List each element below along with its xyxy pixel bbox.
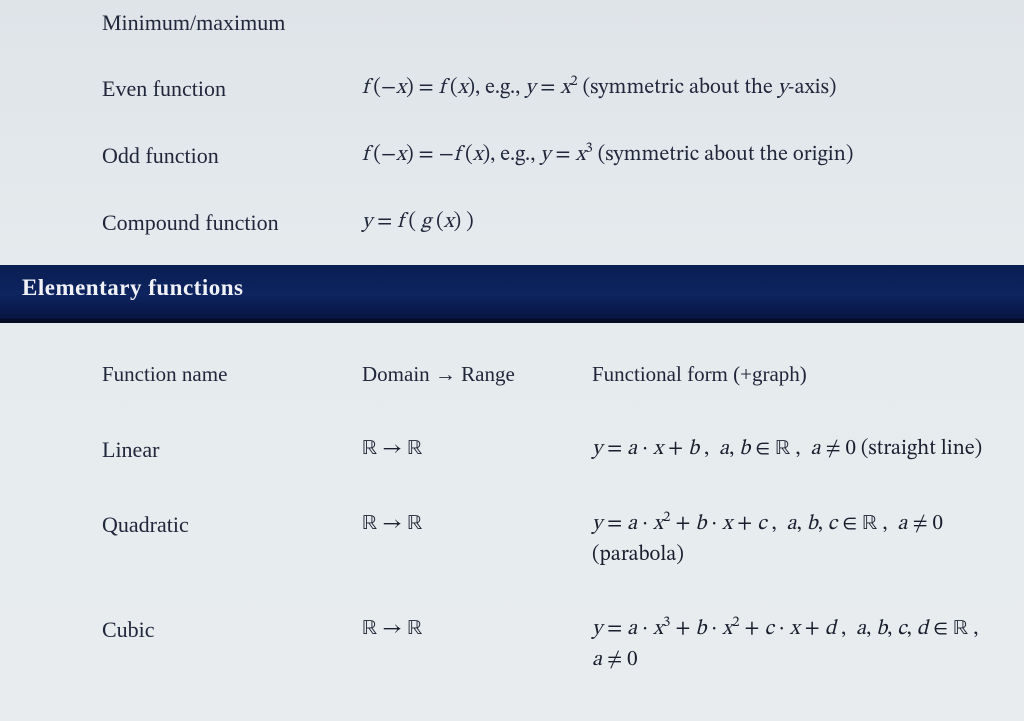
table-row-quadratic: Quadratic ℝ → ℝ y = a · x2 + b · x + c ,…: [102, 502, 994, 571]
quadratic-domain-range: ℝ → ℝ: [362, 502, 592, 540]
linear-form: y = a · x + b , a, b ∈ ℝ , a ≠ 0 (straig…: [592, 427, 994, 465]
quadratic-name: Quadratic: [102, 502, 362, 541]
odd-function-label: Odd function: [102, 133, 362, 172]
odd-function-row: Odd function f (−x) = −f (x), e.g., y = …: [102, 133, 994, 172]
odd-function-formula: f (−x) = −f (x), e.g., y = x3 (symmetric…: [362, 133, 994, 171]
linear-name: Linear: [102, 427, 362, 466]
page: Minimum/maximum Even function f (−x) = f…: [0, 0, 1024, 721]
header-function-name: Function name: [102, 353, 362, 391]
compound-function-label: Compound function: [102, 200, 362, 239]
quadratic-form: y = a · x2 + b · x + c , a, b, c ∈ ℝ , a…: [592, 502, 994, 571]
compound-function-row: Compound function y = f ( g (x) ): [102, 200, 994, 239]
header-functional-form: Functional form (+graph): [592, 353, 994, 391]
even-function-formula: f (−x) = f (x), e.g., y = x2 (symmetric …: [362, 66, 994, 104]
table-header-row: Function name Domain → Range Functional …: [102, 353, 994, 391]
table-row-linear: Linear ℝ → ℝ y = a · x + b , a, b ∈ ℝ , …: [102, 427, 994, 466]
table-row-cubic: Cubic ℝ → ℝ y = a · x3 + b · x2 + c · x …: [102, 607, 994, 676]
minmax-heading: Minimum/maximum: [30, 0, 994, 66]
linear-domain-range: ℝ → ℝ: [362, 427, 592, 465]
compound-function-formula: y = f ( g (x) ): [362, 200, 994, 238]
content-area: Minimum/maximum Even function f (−x) = f…: [0, 0, 1024, 721]
cubic-domain-range: ℝ → ℝ: [362, 607, 592, 645]
elementary-functions-banner: Elementary functions: [0, 265, 1024, 323]
even-function-row: Even function f (−x) = f (x), e.g., y = …: [102, 66, 994, 105]
header-domain-range: Domain → Range: [362, 353, 592, 391]
functions-table: Function name Domain → Range Functional …: [30, 323, 994, 676]
cubic-form: y = a · x3 + b · x2 + c · x + d , a, b, …: [592, 607, 994, 676]
even-function-label: Even function: [102, 66, 362, 105]
cubic-name: Cubic: [102, 607, 362, 646]
definitions-block: Even function f (−x) = f (x), e.g., y = …: [30, 66, 994, 265]
